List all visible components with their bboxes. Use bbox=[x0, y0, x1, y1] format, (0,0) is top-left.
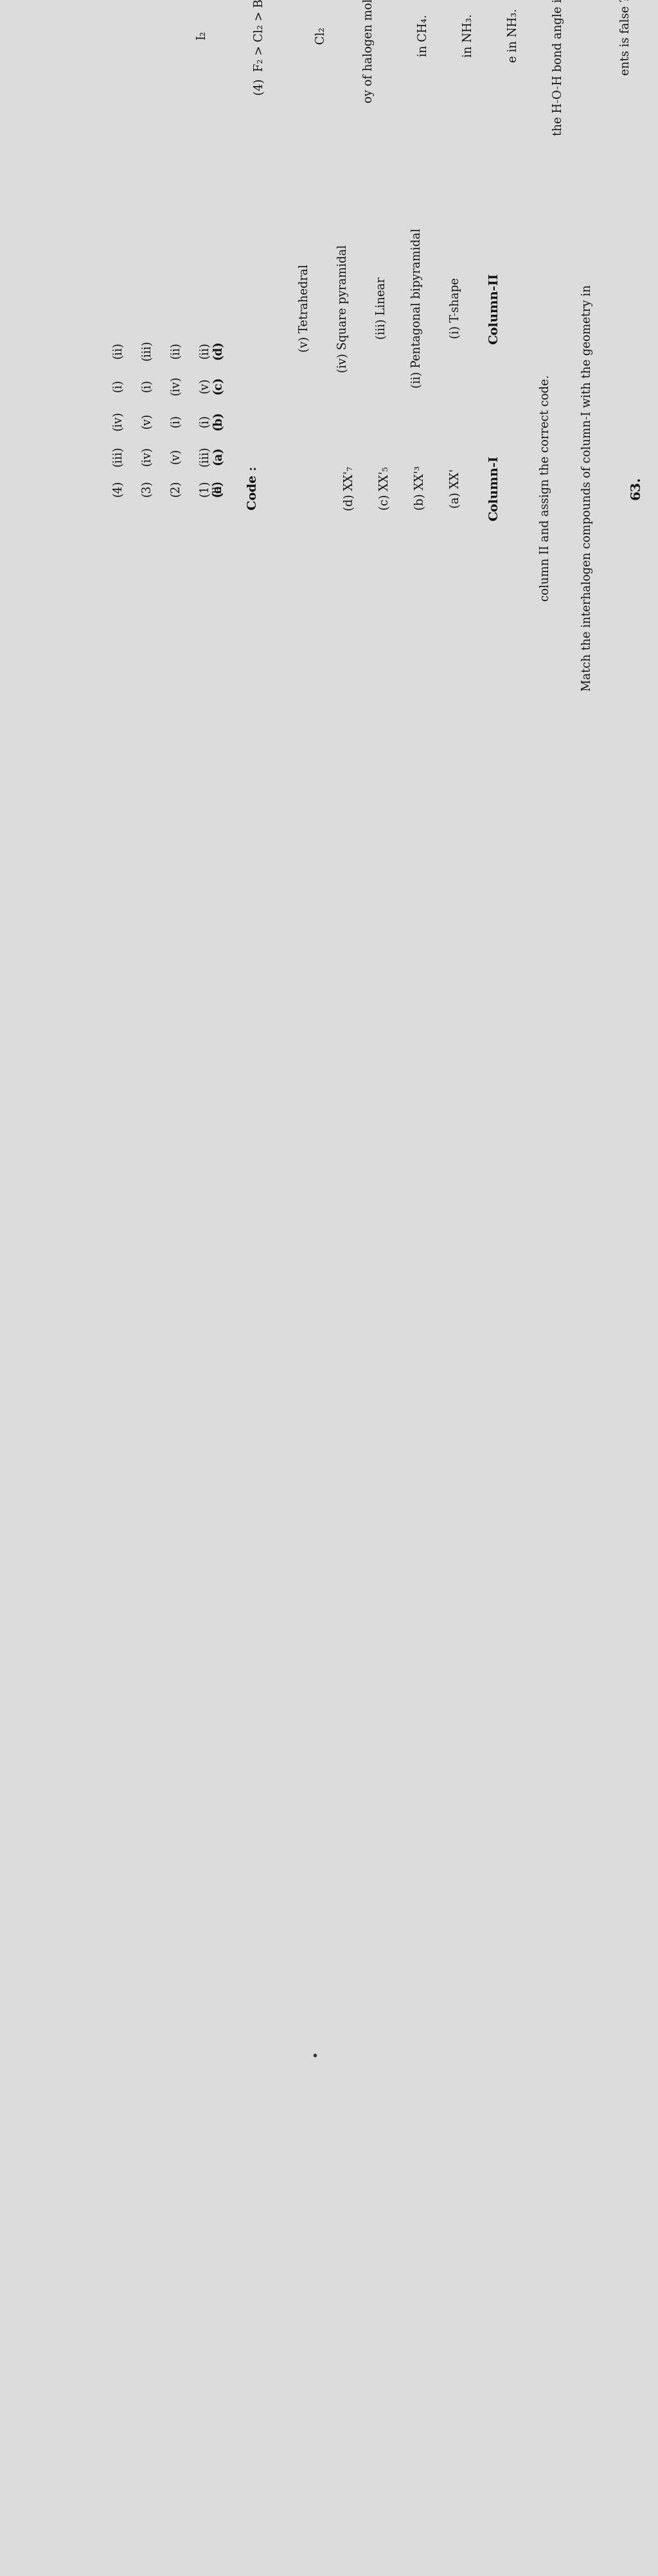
Text: (i): (i) bbox=[141, 379, 153, 392]
Text: (v): (v) bbox=[199, 379, 211, 394]
Text: (ii): (ii) bbox=[113, 343, 124, 358]
Text: (a): (a) bbox=[212, 446, 224, 466]
Text: I₂: I₂ bbox=[196, 31, 207, 39]
Text: (iv): (iv) bbox=[141, 446, 153, 466]
Text: (d) XX'₇: (d) XX'₇ bbox=[343, 466, 355, 510]
Text: (i): (i) bbox=[170, 415, 182, 428]
Text: (v): (v) bbox=[170, 448, 182, 464]
Text: (4): (4) bbox=[113, 479, 124, 497]
Text: (d): (d) bbox=[212, 340, 224, 361]
Text: (4)  F₂ > Cl₂ > Br₂ > I₂: (4) F₂ > Cl₂ > Br₂ > I₂ bbox=[254, 0, 265, 95]
Text: (iv): (iv) bbox=[170, 376, 182, 394]
Text: Cl₂: Cl₂ bbox=[315, 26, 326, 44]
Text: (b) XX'³: (b) XX'³ bbox=[415, 466, 426, 510]
Text: (ii) Pentagonal bipyramidal: (ii) Pentagonal bipyramidal bbox=[411, 229, 423, 389]
Text: (iv): (iv) bbox=[113, 412, 124, 430]
Text: Match the interhalogen compounds of column-I with the geometry in: Match the interhalogen compounds of colu… bbox=[582, 286, 593, 690]
Text: (d): (d) bbox=[212, 479, 224, 497]
Text: (i) T-shape: (i) T-shape bbox=[450, 278, 461, 337]
Text: Column-II: Column-II bbox=[488, 273, 500, 345]
Text: oy of halogen molecules?: oy of halogen molecules? bbox=[363, 0, 374, 103]
Text: e in NH₃.: e in NH₃. bbox=[507, 8, 519, 62]
Text: (c) XX'₅: (c) XX'₅ bbox=[379, 466, 391, 510]
Text: (iii) Linear: (iii) Linear bbox=[376, 278, 388, 340]
Text: (a) XX': (a) XX' bbox=[450, 469, 461, 507]
Text: Code :: Code : bbox=[247, 466, 259, 510]
Text: (iv) Square pyramidal: (iv) Square pyramidal bbox=[338, 245, 349, 374]
Text: (3): (3) bbox=[141, 479, 153, 497]
Text: (iii): (iii) bbox=[141, 340, 153, 361]
Text: (iii): (iii) bbox=[113, 446, 124, 466]
Text: in CH₄.: in CH₄. bbox=[418, 15, 429, 57]
Text: (iii): (iii) bbox=[199, 446, 211, 466]
Text: (2): (2) bbox=[170, 479, 182, 497]
Text: (ii): (ii) bbox=[170, 343, 182, 358]
Text: (b): (b) bbox=[212, 412, 224, 430]
Text: (i): (i) bbox=[199, 415, 211, 428]
Text: (i): (i) bbox=[113, 379, 124, 392]
Text: (c): (c) bbox=[212, 479, 224, 495]
Text: (1): (1) bbox=[199, 479, 211, 497]
Text: (v) Tetrahedral: (v) Tetrahedral bbox=[299, 265, 311, 353]
Text: (c): (c) bbox=[212, 376, 224, 394]
Text: (v): (v) bbox=[141, 412, 153, 428]
Text: ents is false ?: ents is false ? bbox=[620, 0, 632, 75]
Text: Column-I: Column-I bbox=[488, 456, 500, 520]
Text: the H-O-H bond angle in H₂O are all: the H-O-H bond angle in H₂O are all bbox=[553, 0, 564, 137]
Text: (ii): (ii) bbox=[199, 343, 211, 358]
Text: in NH₃.: in NH₃. bbox=[463, 13, 474, 57]
Text: (a): (a) bbox=[212, 479, 224, 497]
Text: 63.: 63. bbox=[630, 477, 643, 500]
Text: (b): (b) bbox=[212, 479, 224, 497]
Text: column II and assign the correct code.: column II and assign the correct code. bbox=[540, 376, 551, 600]
